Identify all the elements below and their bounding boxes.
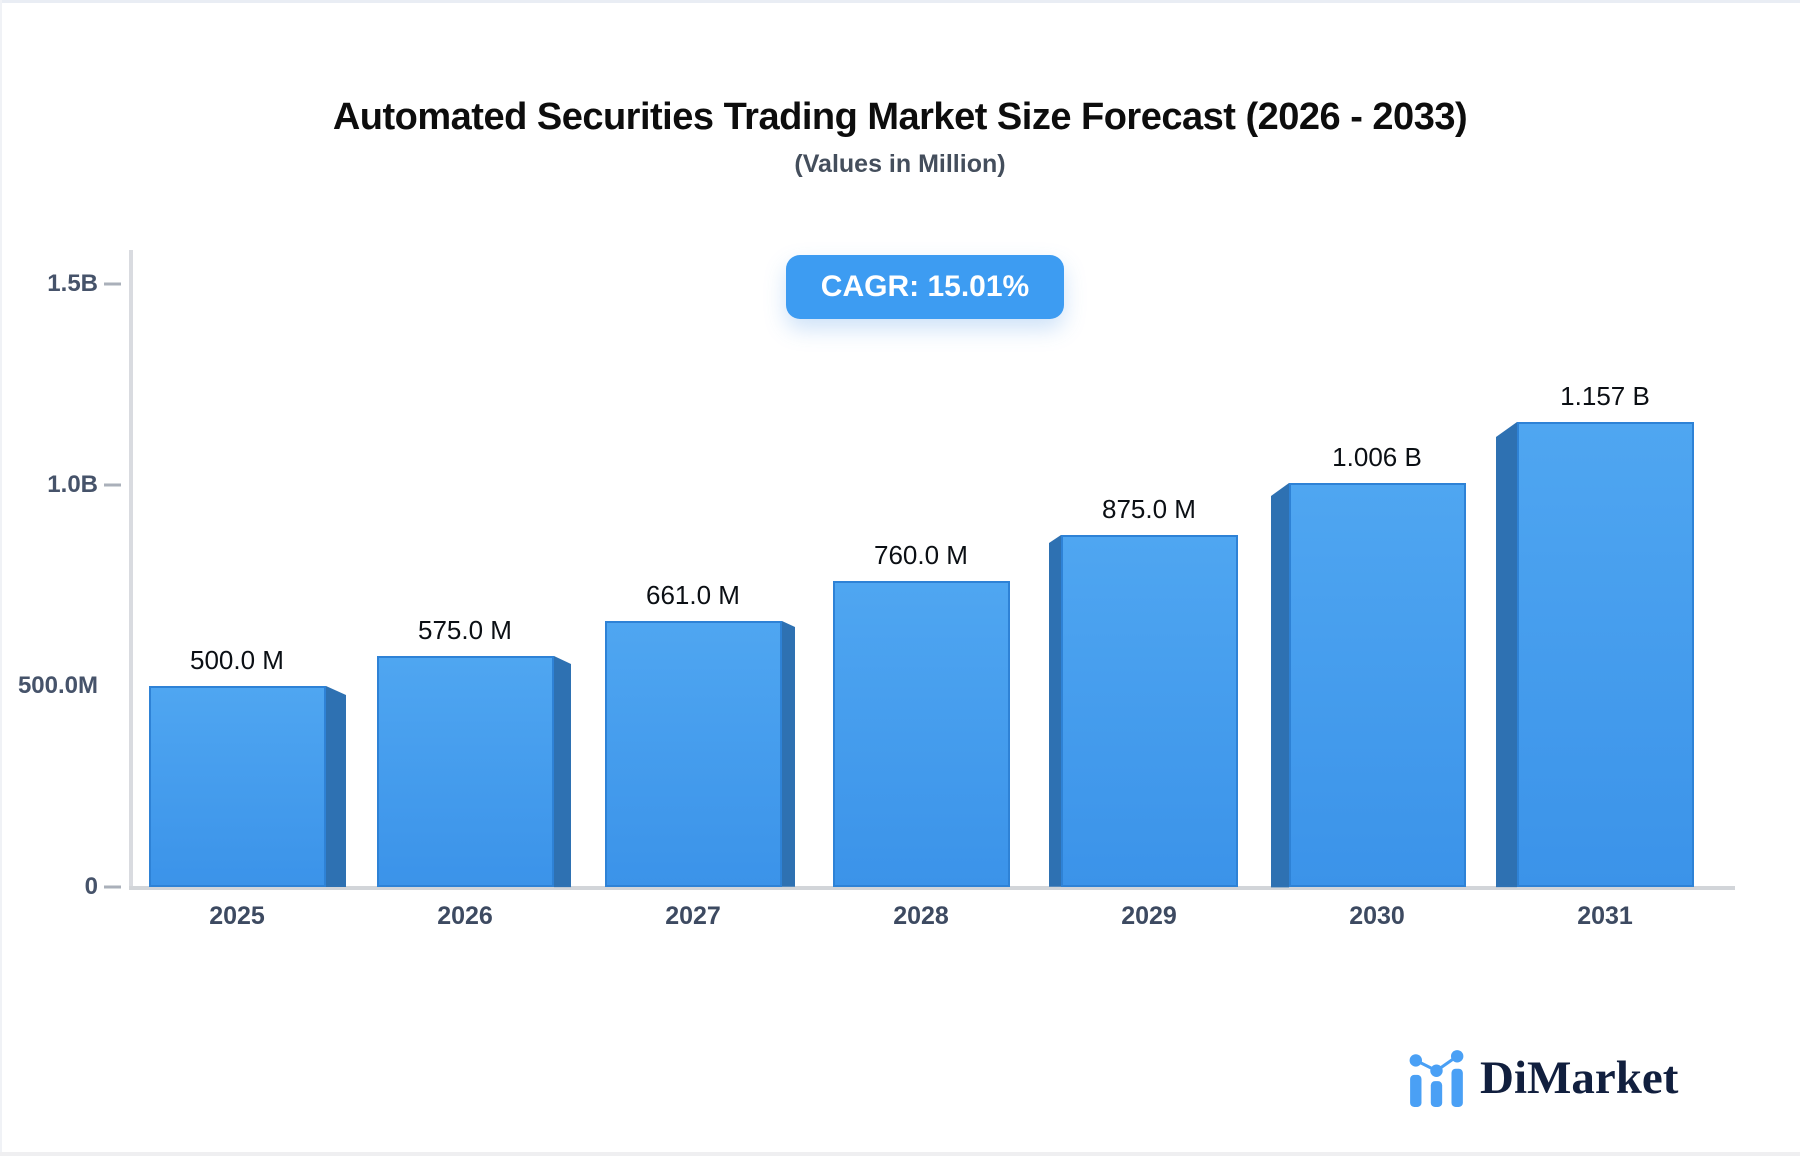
bar-2026[interactable] bbox=[376, 655, 554, 887]
cagr-badge: CAGR: 15.01% bbox=[786, 255, 1064, 319]
y-tick-dash bbox=[104, 885, 121, 889]
bar-value-label: 875.0 M bbox=[1102, 494, 1196, 525]
bar-side-2030 bbox=[1270, 482, 1289, 887]
x-tick-label: 2025 bbox=[209, 902, 265, 930]
y-tick-label: 1.0B bbox=[47, 471, 98, 498]
brand-logo: DiMarket bbox=[1408, 1048, 1678, 1108]
x-tick-label: 2031 bbox=[1577, 902, 1633, 930]
bar-side-2029 bbox=[1048, 535, 1061, 887]
card-bottom-border bbox=[0, 1152, 1800, 1156]
bar-2030[interactable] bbox=[1288, 482, 1466, 887]
bar-value-label: 760.0 M bbox=[874, 540, 968, 571]
y-tick-dash bbox=[104, 483, 121, 487]
card-top-border bbox=[0, 0, 1800, 3]
bar-2031[interactable] bbox=[1516, 421, 1694, 887]
x-tick-label: 2027 bbox=[665, 902, 721, 930]
bar-value-label: 1.157 B bbox=[1560, 380, 1650, 411]
bar-side-2027 bbox=[781, 621, 795, 887]
x-axis-line bbox=[129, 886, 1735, 890]
bar-side-2031 bbox=[1495, 421, 1517, 887]
bar-value-label: 500.0 M bbox=[190, 645, 284, 675]
bar-2027[interactable] bbox=[604, 621, 782, 887]
bar-2028[interactable] bbox=[832, 581, 1010, 887]
y-tick-dash bbox=[104, 282, 121, 286]
bar-value-label: 575.0 M bbox=[418, 614, 512, 645]
y-axis-line bbox=[129, 250, 133, 888]
bar-2025[interactable] bbox=[148, 686, 326, 887]
y-tick-label: 0 bbox=[84, 873, 98, 900]
x-tick-label: 2029 bbox=[1121, 902, 1177, 930]
y-tick-label: 1.5B bbox=[47, 270, 98, 297]
chart-title: Automated Securities Trading Market Size… bbox=[332, 96, 1468, 138]
bar-2029[interactable] bbox=[1060, 535, 1238, 887]
card-left-border bbox=[0, 0, 2, 1156]
bar-value-label: 1.006 B bbox=[1332, 441, 1422, 472]
bar-chart-icon bbox=[1409, 1050, 1464, 1107]
chart-subtitle: (Values in Million) bbox=[794, 150, 1006, 178]
x-tick-label: 2030 bbox=[1349, 902, 1405, 930]
y-tick-label: 500.0M bbox=[17, 672, 98, 699]
bar-side-2026 bbox=[553, 655, 571, 887]
x-tick-label: 2028 bbox=[893, 902, 949, 930]
bar-side-2025 bbox=[325, 686, 346, 887]
x-tick-label: 2026 bbox=[437, 902, 493, 930]
bar-value-label: 661.0 M bbox=[646, 580, 740, 611]
brand-name: DiMarket bbox=[1480, 1052, 1679, 1104]
